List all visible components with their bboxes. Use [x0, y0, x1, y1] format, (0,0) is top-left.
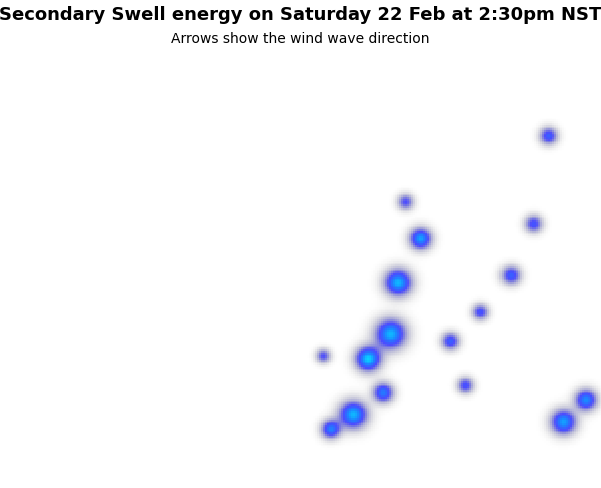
- Text: Arrows show the wind wave direction: Arrows show the wind wave direction: [171, 32, 430, 46]
- Text: Secondary Swell energy on Saturday 22 Feb at 2:30pm NST: Secondary Swell energy on Saturday 22 Fe…: [0, 6, 601, 23]
